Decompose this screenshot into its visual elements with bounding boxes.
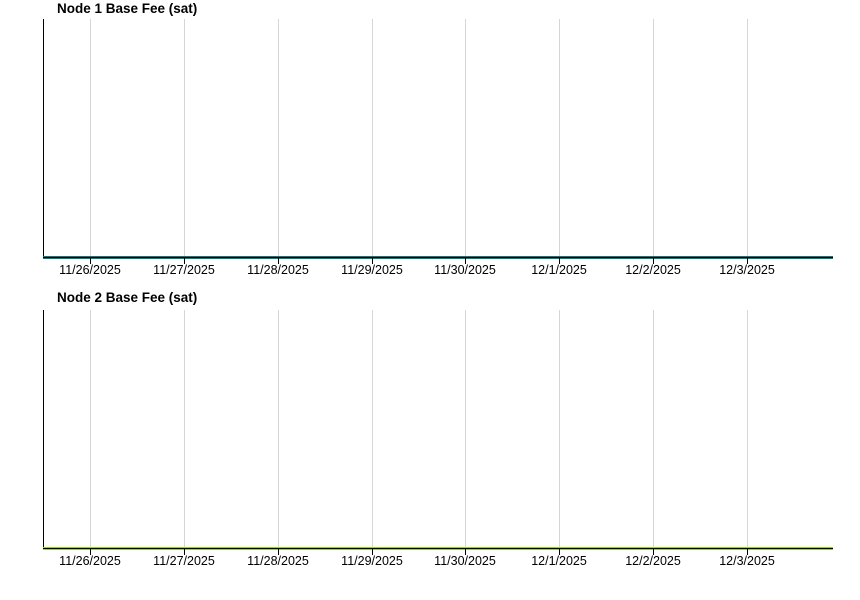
node1-base-fee-chart: Node 1 Base Fee (sat) 11/26/2025 11/27/20…	[0, 0, 860, 289]
x-axis-tick	[747, 549, 748, 555]
x-axis-tick-label: 11/29/2025	[341, 263, 403, 277]
x-axis-tick-label: 11/27/2025	[153, 263, 215, 277]
x-axis-tick	[372, 258, 373, 264]
plot-area	[43, 310, 833, 555]
vertical-gridline	[372, 310, 373, 549]
x-axis-tick	[90, 258, 91, 264]
x-axis-tick	[278, 258, 279, 264]
vertical-gridline	[653, 310, 654, 549]
x-axis-line	[43, 548, 833, 549]
x-axis-tick	[653, 549, 654, 555]
x-axis-labels: 11/26/2025 11/27/2025 11/28/2025 11/29/2025…	[43, 554, 833, 570]
vertical-gridline	[559, 310, 560, 549]
x-axis-tick-label: 11/29/2025	[341, 554, 403, 568]
vertical-gridline	[747, 19, 748, 258]
vertical-gridline	[465, 310, 466, 549]
vertical-gridline	[465, 19, 466, 258]
x-axis-tick	[184, 549, 185, 555]
x-axis-tick	[372, 549, 373, 555]
x-axis-line	[43, 257, 833, 258]
node2-base-fee-chart: Node 2 Base Fee (sat) 11/26/2025 11/27/20…	[0, 289, 860, 578]
x-axis-tick	[747, 258, 748, 264]
x-axis-tick-label: 11/28/2025	[247, 554, 309, 568]
x-axis-tick-label: 11/28/2025	[247, 263, 309, 277]
x-axis-tick	[465, 258, 466, 264]
vertical-gridline	[90, 19, 91, 258]
x-axis-labels: 11/26/2025 11/27/2025 11/28/2025 11/29/2025…	[43, 263, 833, 279]
vertical-gridline	[278, 19, 279, 258]
chart-title: Node 1 Base Fee (sat)	[57, 1, 198, 16]
vertical-gridline	[278, 310, 279, 549]
chart-title: Node 2 Base Fee (sat)	[57, 290, 198, 305]
x-axis-tick-label: 12/3/2025	[719, 263, 775, 277]
x-axis-tick-label: 11/26/2025	[59, 263, 121, 277]
vertical-gridline	[184, 19, 185, 258]
x-axis-tick	[559, 549, 560, 555]
plot-area	[43, 19, 833, 264]
x-axis-tick	[90, 549, 91, 555]
vertical-gridline	[747, 310, 748, 549]
vertical-gridline	[184, 310, 185, 549]
x-axis-tick	[184, 258, 185, 264]
x-axis-tick-label: 12/2/2025	[625, 263, 681, 277]
x-axis-tick-label: 11/26/2025	[59, 554, 121, 568]
x-axis-tick	[653, 258, 654, 264]
x-axis-tick-label: 11/30/2025	[434, 263, 496, 277]
vertical-gridline	[372, 19, 373, 258]
vertical-gridline	[559, 19, 560, 258]
x-axis-tick-label: 11/30/2025	[434, 554, 496, 568]
x-axis-tick-label: 11/27/2025	[153, 554, 215, 568]
x-axis-tick-label: 12/1/2025	[531, 554, 587, 568]
x-axis-tick	[559, 258, 560, 264]
vertical-gridline	[90, 310, 91, 549]
x-axis-tick	[278, 549, 279, 555]
x-axis-tick-label: 12/1/2025	[531, 263, 587, 277]
x-axis-tick-label: 12/3/2025	[719, 554, 775, 568]
x-axis-tick	[465, 549, 466, 555]
x-axis-tick-label: 12/2/2025	[625, 554, 681, 568]
vertical-gridline	[653, 19, 654, 258]
